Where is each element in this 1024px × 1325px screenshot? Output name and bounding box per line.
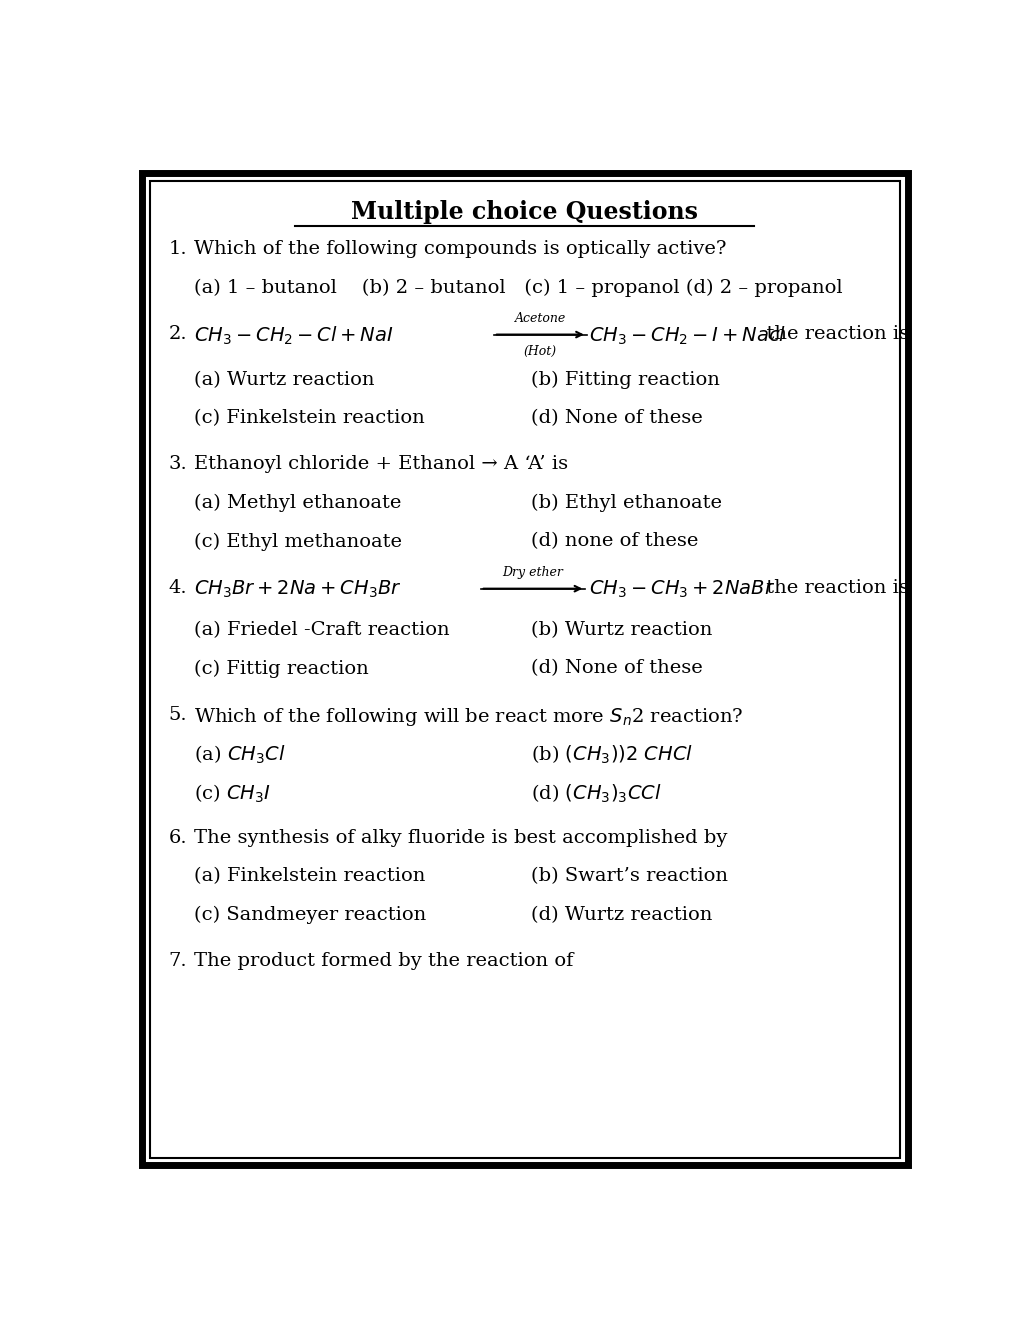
- Text: the reaction is: the reaction is: [755, 325, 909, 343]
- FancyBboxPatch shape: [150, 180, 900, 1158]
- Text: (b) Wurtz reaction: (b) Wurtz reaction: [531, 621, 713, 639]
- Text: 2.: 2.: [168, 325, 187, 343]
- FancyBboxPatch shape: [142, 172, 907, 1166]
- Text: The product formed by the reaction of: The product formed by the reaction of: [194, 953, 573, 970]
- Text: 1.: 1.: [168, 240, 187, 258]
- Text: 4.: 4.: [168, 579, 187, 596]
- Text: 5.: 5.: [168, 706, 187, 723]
- Text: Acetone: Acetone: [515, 313, 566, 326]
- Text: Which of the following compounds is optically active?: Which of the following compounds is opti…: [194, 240, 726, 258]
- Text: The synthesis of alky fluoride is best accomplished by: The synthesis of alky fluoride is best a…: [194, 829, 727, 847]
- Text: (c) Fittig reaction: (c) Fittig reaction: [194, 660, 369, 678]
- Text: (b) Ethyl ethanoate: (b) Ethyl ethanoate: [531, 494, 722, 513]
- Text: (d) $(CH_3)_3CCl$: (d) $(CH_3)_3CCl$: [531, 783, 662, 806]
- Text: 6.: 6.: [168, 829, 187, 847]
- Text: $CH_3-CH_2-I + Nacl$: $CH_3-CH_2-I + Nacl$: [589, 325, 786, 347]
- Text: (c) $CH_3I$: (c) $CH_3I$: [194, 783, 271, 806]
- Text: (d) Wurtz reaction: (d) Wurtz reaction: [531, 906, 713, 924]
- Text: (a) Wurtz reaction: (a) Wurtz reaction: [194, 371, 375, 388]
- Text: (a) 1 – butanol    (b) 2 – butanol   (c) 1 – propanol (d) 2 – propanol: (a) 1 – butanol (b) 2 – butanol (c) 1 – …: [194, 278, 843, 297]
- Text: $CH_3-CH_3 + 2NaBr$: $CH_3-CH_3 + 2NaBr$: [589, 579, 775, 600]
- Text: (a) Friedel -Craft reaction: (a) Friedel -Craft reaction: [194, 621, 450, 639]
- Text: Which of the following will be react more $S_n$2 reaction?: Which of the following will be react mor…: [194, 706, 743, 727]
- Text: Ethanoyl chloride + Ethanol → A ‘A’ is: Ethanoyl chloride + Ethanol → A ‘A’ is: [194, 456, 568, 473]
- Text: (d) none of these: (d) none of these: [531, 533, 698, 550]
- Text: (a) Finkelstein reaction: (a) Finkelstein reaction: [194, 868, 425, 885]
- Text: (a) $CH_3Cl$: (a) $CH_3Cl$: [194, 745, 286, 766]
- Text: (b) Fitting reaction: (b) Fitting reaction: [531, 371, 720, 390]
- Text: $CH_3-CH_2-Cl + NaI$: $CH_3-CH_2-Cl + NaI$: [194, 325, 393, 347]
- Text: 3.: 3.: [168, 456, 187, 473]
- Text: (c) Finkelstein reaction: (c) Finkelstein reaction: [194, 409, 425, 427]
- Text: (b) $(CH_3))2$ $CHCl$: (b) $(CH_3))2$ $CHCl$: [531, 745, 693, 766]
- Text: Multiple choice Questions: Multiple choice Questions: [351, 200, 698, 224]
- Text: 7.: 7.: [168, 953, 187, 970]
- Text: (d) None of these: (d) None of these: [531, 409, 702, 427]
- Text: (a) Methyl ethanoate: (a) Methyl ethanoate: [194, 494, 401, 513]
- Text: (b) Swart’s reaction: (b) Swart’s reaction: [531, 868, 728, 885]
- Text: (c) Ethyl methanoate: (c) Ethyl methanoate: [194, 533, 401, 551]
- Text: (Hot): (Hot): [523, 346, 557, 358]
- Text: (d) None of these: (d) None of these: [531, 660, 702, 677]
- Text: (c) Sandmeyer reaction: (c) Sandmeyer reaction: [194, 906, 426, 924]
- Text: Dry ether: Dry ether: [503, 566, 563, 579]
- Text: $CH_3Br + 2Na + CH_3Br$: $CH_3Br + 2Na + CH_3Br$: [194, 579, 401, 600]
- Text: the reaction is: the reaction is: [760, 579, 908, 596]
